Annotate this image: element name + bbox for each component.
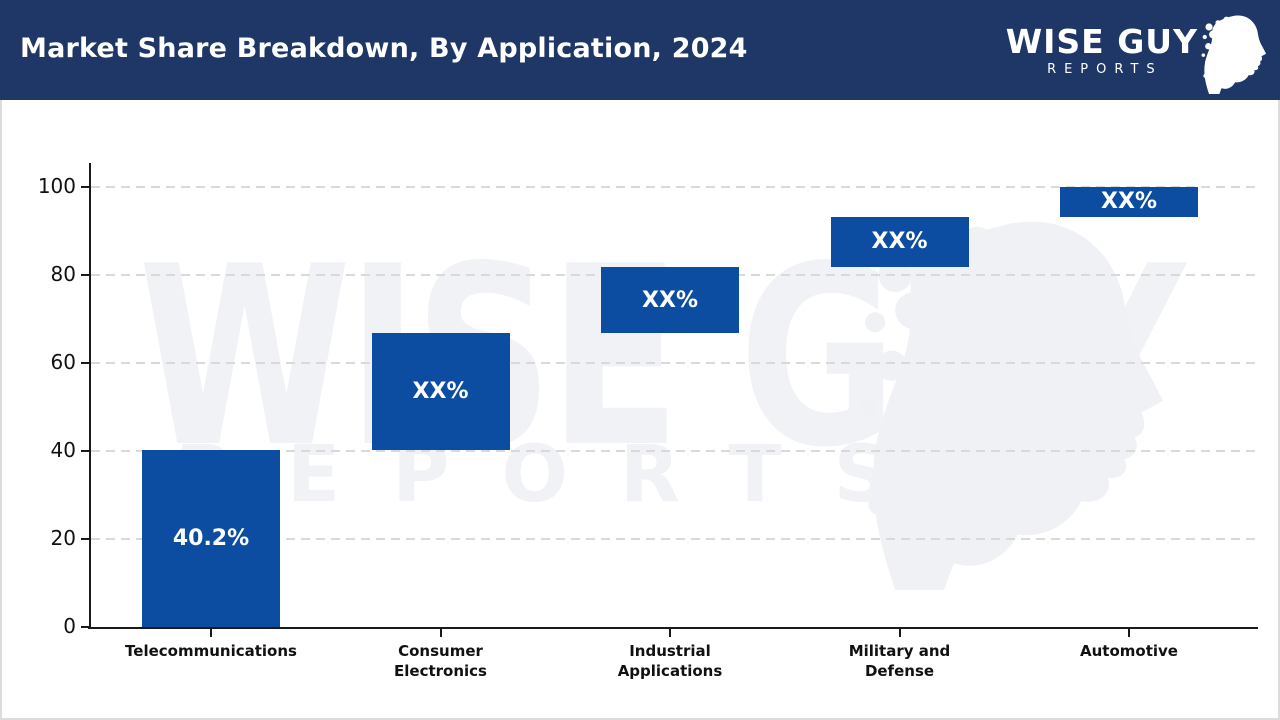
y-tick-mark-80 (81, 274, 90, 276)
category-label-1: Consumer Electronics (331, 641, 551, 681)
gridline-40 (91, 450, 1255, 452)
category-label-line: Electronics (394, 662, 487, 680)
bar-value-label: XX% (412, 379, 469, 405)
y-tick-label-100: 100 (37, 174, 76, 198)
brand-logo: WISE GUY REPORTS (1005, 6, 1270, 96)
bar-value-label: XX% (1101, 189, 1157, 215)
category-label-0: Telecommunications (101, 641, 321, 661)
bar-consumer-electronics: XX% (371, 333, 510, 451)
category-label-line: Telecommunications (125, 642, 297, 660)
x-axis-line (88, 627, 1258, 629)
y-tick-label-0: 0 (63, 614, 76, 638)
gridline-60 (91, 362, 1255, 364)
gridline-20 (91, 538, 1255, 540)
category-label-line: Defense (864, 662, 935, 680)
x-tick-mark-1 (439, 629, 442, 637)
y-tick-mark-40 (81, 450, 90, 452)
x-tick-mark-3 (898, 629, 901, 637)
brand-logo-text: WISE GUY REPORTS (1005, 22, 1198, 78)
category-label-line: Applications (617, 662, 723, 680)
bar-industrial-applications: XX% (601, 267, 739, 334)
y-axis-line (89, 163, 91, 629)
watermark-text-reports: REPORTS (175, 430, 942, 520)
category-label-line: Industrial (629, 642, 711, 660)
bar-telecommunications: 40.2% (142, 450, 280, 627)
y-tick-label-40: 40 (50, 438, 76, 462)
bar-military-and-defense: XX% (830, 216, 969, 268)
header-bar: Market Share Breakdown, By Application, … (0, 0, 1280, 100)
bar-value-label: XX% (871, 229, 928, 255)
brand-face-icon (1198, 12, 1270, 94)
category-label-2: Industrial Applications (560, 641, 780, 681)
y-tick-mark-0 (81, 626, 90, 628)
category-label-3: Military and Defense (790, 641, 1010, 681)
page-title: Market Share Breakdown, By Application, … (20, 33, 748, 64)
y-tick-mark-100 (81, 186, 90, 188)
category-label-line: Military and (848, 642, 951, 660)
x-tick-mark-0 (210, 629, 212, 637)
y-tick-label-20: 20 (50, 526, 76, 550)
bar-automotive: XX% (1060, 187, 1198, 217)
gridline-100 (91, 186, 1255, 188)
x-tick-mark-4 (1128, 629, 1130, 637)
category-label-line: Consumer (398, 642, 483, 660)
y-tick-label-60: 60 (50, 350, 76, 374)
brand-name: WISE GUY (1005, 22, 1198, 61)
y-tick-mark-20 (81, 538, 90, 540)
bar-value-label: 40.2% (172, 526, 250, 552)
y-tick-mark-60 (81, 362, 90, 364)
brand-subname: REPORTS (1047, 62, 1163, 77)
category-label-4: Automotive (1019, 641, 1239, 661)
y-tick-label-80: 80 (50, 262, 76, 286)
category-label-line: Automotive (1080, 642, 1178, 660)
x-tick-mark-2 (669, 629, 671, 637)
bar-value-label: XX% (642, 287, 698, 313)
